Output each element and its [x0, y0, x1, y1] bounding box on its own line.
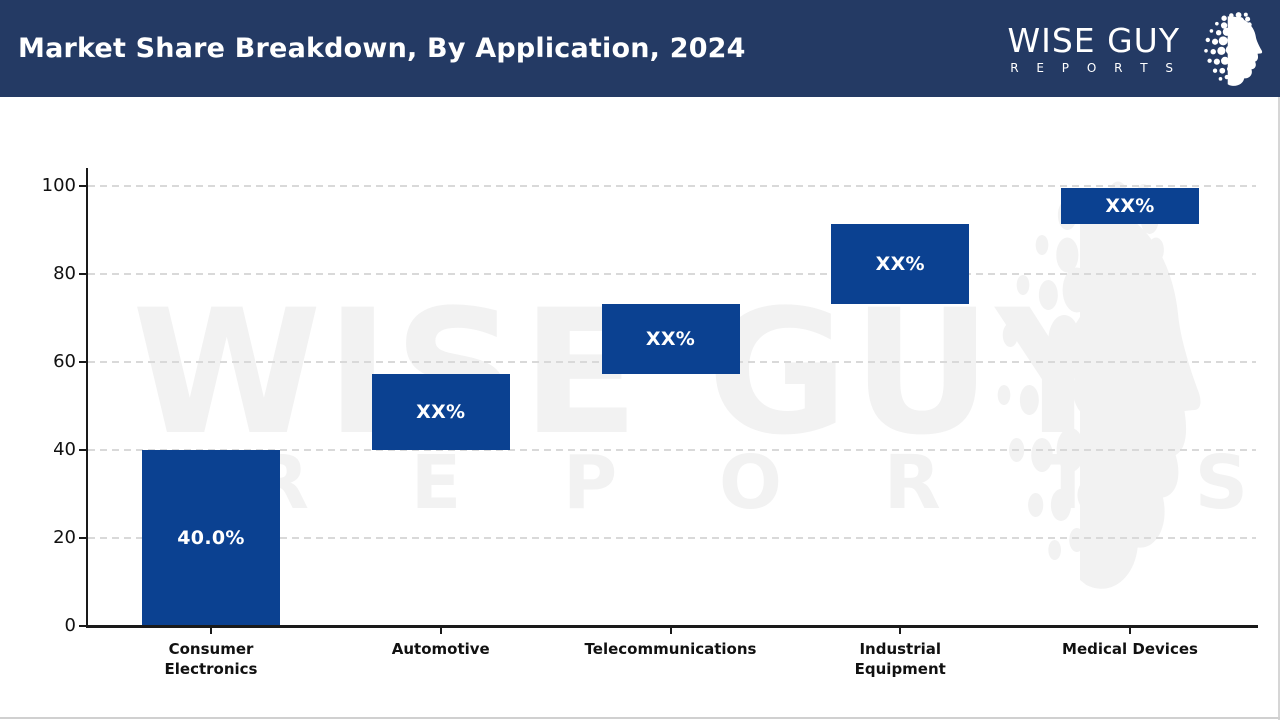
x-axis	[86, 625, 1258, 628]
bar-label-industrial-equipment: XX%	[875, 252, 925, 275]
gridline-80	[88, 273, 1256, 275]
x-tick-label-industrial-equipment: Industrial Equipment	[854, 640, 946, 678]
y-tick-label-80: 80	[53, 263, 76, 284]
gridline-100	[88, 185, 1256, 187]
x-tick-medical-devices	[1129, 626, 1131, 634]
y-tick-label-100: 100	[41, 175, 76, 196]
bottom-hairline	[0, 717, 1280, 719]
y-tick-20	[79, 537, 87, 539]
chart-title: Market Share Breakdown, By Application, …	[18, 33, 746, 64]
logo-subtext: R E P O R T S	[1010, 60, 1180, 75]
y-tick-label-20: 20	[53, 527, 76, 548]
brand-logo: WISE GUY R E P O R T S	[1007, 6, 1266, 91]
y-tick-100	[79, 185, 87, 187]
bar-medical-devices: XX%	[1061, 188, 1199, 224]
bar-telecommunications: XX%	[601, 303, 740, 374]
x-tick-label-medical-devices: Medical Devices	[1062, 640, 1198, 658]
gridline-40	[88, 449, 1256, 451]
y-tick-40	[79, 449, 87, 451]
x-tick-label-automotive: Automotive	[391, 640, 490, 658]
x-tick-label-telecommunications: Telecommunications	[584, 640, 757, 658]
x-tick-automotive	[439, 626, 442, 634]
bar-label-consumer-electronics: 40.0%	[177, 527, 245, 549]
x-tick-label-consumer-electronics: Consumer Electronics	[164, 640, 258, 678]
x-tick-consumer-electronics	[210, 626, 212, 634]
logo-head-icon	[1184, 11, 1266, 87]
gridline-20	[88, 537, 1256, 539]
y-tick-label-40: 40	[53, 439, 76, 460]
bar-label-telecommunications: XX%	[645, 327, 696, 350]
logo-wordmark: WISE GUY	[1007, 20, 1180, 60]
x-tick-industrial-equipment	[899, 626, 902, 634]
y-tick-label-0: 0	[64, 615, 76, 636]
bar-label-medical-devices: XX%	[1105, 195, 1155, 217]
y-axis	[86, 168, 88, 628]
bar-label-automotive: XX%	[416, 400, 466, 423]
bar-automotive: XX%	[371, 373, 510, 450]
x-tick-telecommunications	[669, 626, 672, 634]
bar-consumer-electronics: 40.0%	[142, 450, 280, 626]
y-tick-label-60: 60	[53, 351, 76, 372]
bar-industrial-equipment: XX%	[831, 223, 970, 304]
y-tick-60	[79, 361, 87, 363]
header-bar: Market Share Breakdown, By Application, …	[0, 0, 1280, 97]
y-tick-80	[79, 273, 87, 275]
y-tick-0	[79, 625, 87, 627]
